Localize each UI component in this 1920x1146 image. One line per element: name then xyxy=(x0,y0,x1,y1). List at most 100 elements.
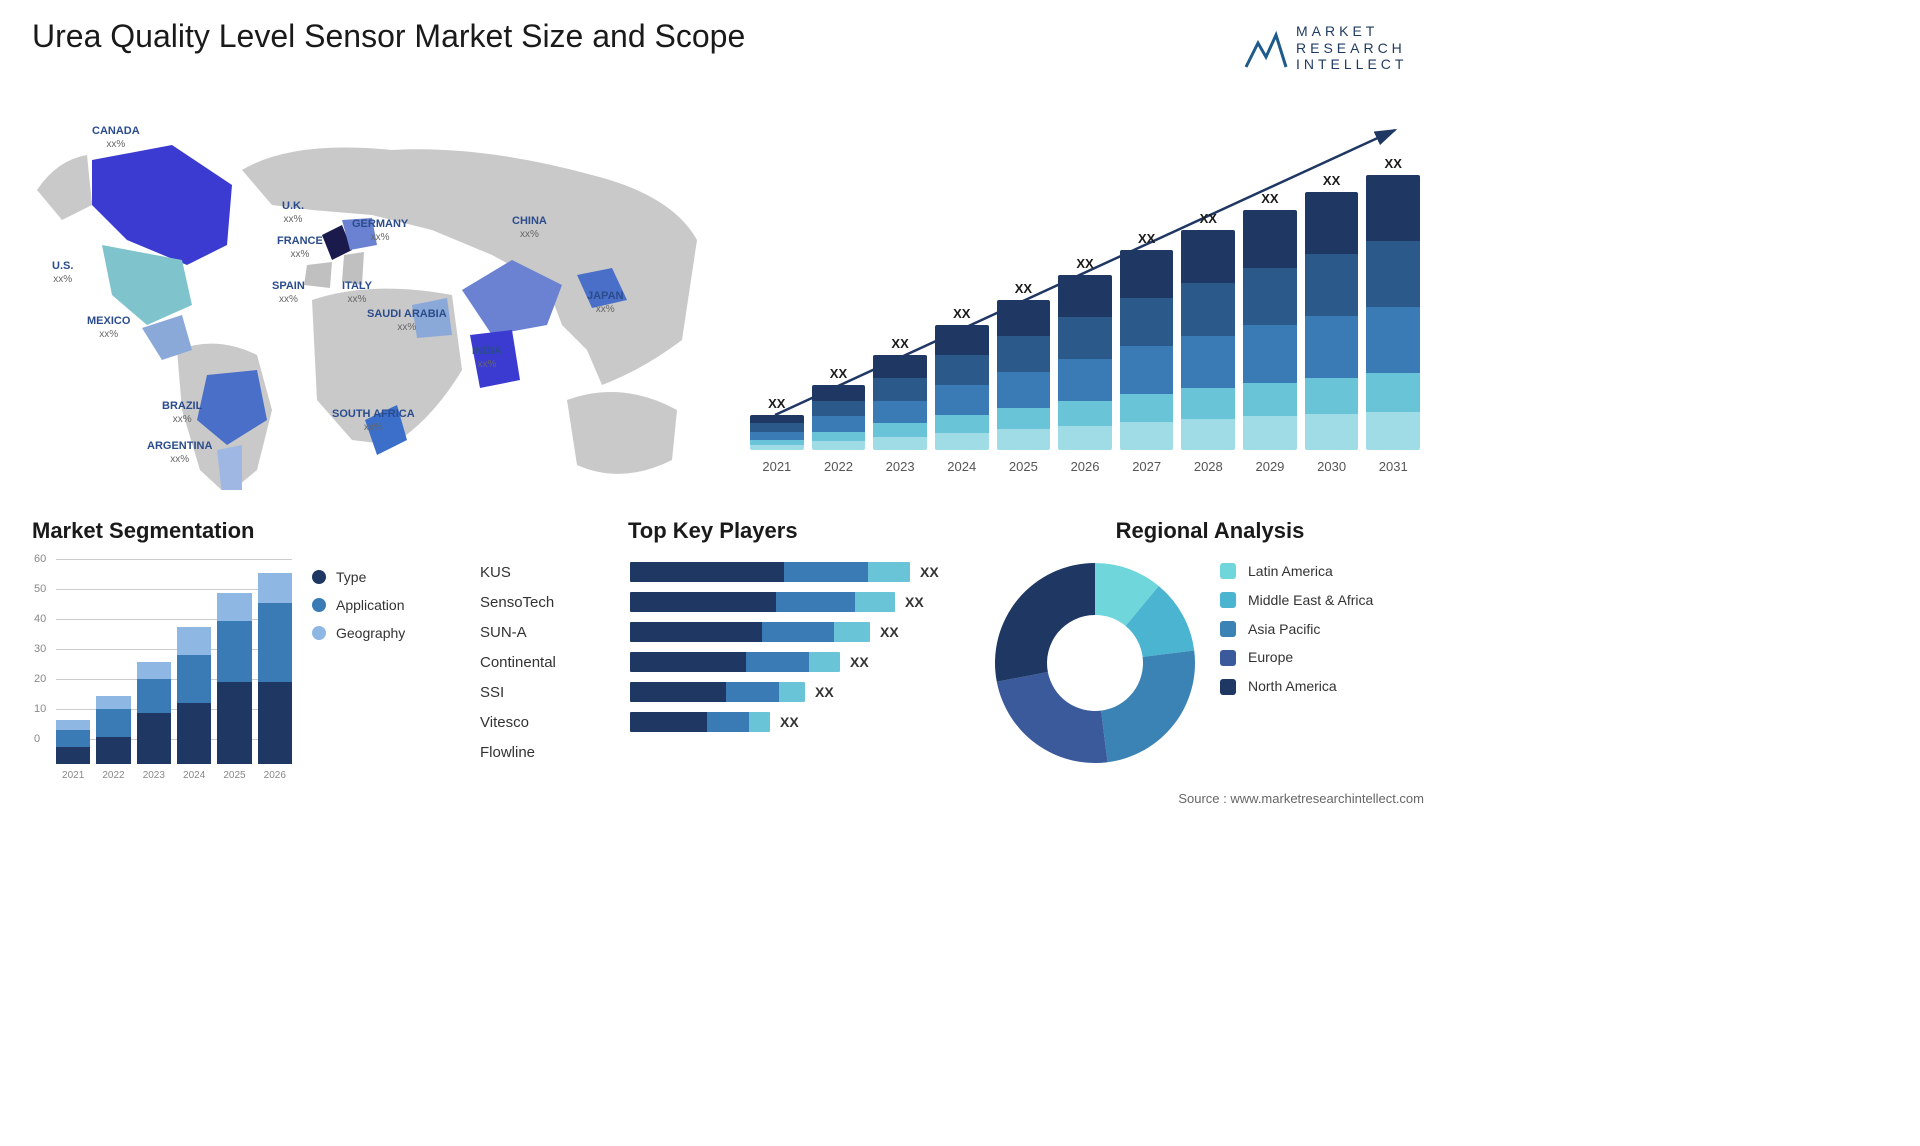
player-name: Flowline xyxy=(480,738,610,768)
seg-year-label: 2026 xyxy=(258,770,292,781)
legend-label: North America xyxy=(1248,678,1337,695)
market-segmentation-section: Market Segmentation 0102030405060 202120… xyxy=(32,518,462,784)
map-label: SPAINxx% xyxy=(272,280,305,306)
player-bar-row: XX xyxy=(630,622,960,642)
growth-bar-chart: XXXXXXXXXXXXXXXXXXXXXX 20212022202320242… xyxy=(750,110,1420,480)
seg-bar xyxy=(177,559,211,764)
growth-bar: XX xyxy=(1243,150,1297,450)
player-name: SUN-A xyxy=(480,618,610,648)
legend-label: Type xyxy=(336,569,366,585)
regional-title: Regional Analysis xyxy=(990,518,1430,544)
seg-y-tick: 10 xyxy=(34,703,46,715)
map-label: BRAZILxx% xyxy=(162,400,202,426)
player-bar-row: XX xyxy=(630,562,960,582)
growth-bar-value: XX xyxy=(830,366,847,381)
donut-slice xyxy=(1101,650,1195,762)
map-label: ARGENTINAxx% xyxy=(147,440,212,466)
donut-legend-item: North America xyxy=(1220,678,1373,695)
legend-dot xyxy=(312,598,326,612)
donut-legend-item: Europe xyxy=(1220,649,1373,666)
growth-bar-value: XX xyxy=(1076,256,1093,271)
legend-label: Asia Pacific xyxy=(1248,621,1320,638)
player-bar-value: XX xyxy=(850,654,869,670)
seg-year-label: 2021 xyxy=(56,770,90,781)
growth-bar: XX xyxy=(1120,150,1174,450)
player-name: SensoTech xyxy=(480,588,610,618)
legend-swatch xyxy=(1220,563,1236,579)
seg-bar xyxy=(137,559,171,764)
growth-year-label: 2024 xyxy=(935,459,989,474)
growth-year-label: 2021 xyxy=(750,459,804,474)
growth-bar-value: XX xyxy=(1385,156,1402,171)
player-bar-value: XX xyxy=(815,684,834,700)
map-label: ITALYxx% xyxy=(342,280,372,306)
players-title: Top Key Players xyxy=(628,518,970,544)
brand-logo: MARKET RESEARCH INTELLECT xyxy=(1244,18,1424,78)
growth-year-label: 2026 xyxy=(1058,459,1112,474)
player-bar-row: XX xyxy=(630,592,960,612)
donut-slice xyxy=(995,563,1095,682)
legend-label: Middle East & Africa xyxy=(1248,592,1373,609)
segmentation-legend: Type Application Geography xyxy=(312,569,405,653)
players-name-list: KUSSensoTechSUN-AContinentalSSIVitescoFl… xyxy=(480,558,610,768)
growth-bar-value: XX xyxy=(1200,211,1217,226)
player-bar-value: XX xyxy=(920,564,939,580)
regional-analysis-section: Regional Analysis Latin AmericaMiddle Ea… xyxy=(990,518,1430,554)
seg-year-label: 2024 xyxy=(177,770,211,781)
growth-bar: XX xyxy=(750,150,804,450)
page-title: Urea Quality Level Sensor Market Size an… xyxy=(32,18,745,55)
seg-legend-item: Application xyxy=(312,597,405,613)
seg-y-tick: 50 xyxy=(34,583,46,595)
player-name: Vitesco xyxy=(480,708,610,738)
key-players-section: Top Key Players KUSSensoTechSUN-AContine… xyxy=(480,518,970,554)
map-label: FRANCExx% xyxy=(277,235,323,261)
growth-bar: XX xyxy=(1366,150,1420,450)
growth-bar: XX xyxy=(812,150,866,450)
seg-year-label: 2023 xyxy=(137,770,171,781)
legend-swatch xyxy=(1220,650,1236,666)
world-map: CANADAxx%U.S.xx%MEXICOxx%BRAZILxx%ARGENT… xyxy=(32,90,712,490)
map-label: SOUTH AFRICAxx% xyxy=(332,408,415,434)
player-name: KUS xyxy=(480,558,610,588)
map-label: JAPANxx% xyxy=(587,290,623,316)
legend-dot xyxy=(312,626,326,640)
legend-swatch xyxy=(1220,679,1236,695)
growth-year-label: 2028 xyxy=(1181,459,1235,474)
growth-year-label: 2030 xyxy=(1305,459,1359,474)
map-label: CHINAxx% xyxy=(512,215,547,241)
donut-legend-item: Latin America xyxy=(1220,563,1373,580)
growth-year-label: 2027 xyxy=(1120,459,1174,474)
legend-label: Geography xyxy=(336,625,405,641)
growth-bar-value: XX xyxy=(953,306,970,321)
player-bar-row: XX xyxy=(630,712,960,732)
player-name: SSI xyxy=(480,678,610,708)
legend-swatch xyxy=(1220,592,1236,608)
map-label: GERMANYxx% xyxy=(352,218,408,244)
map-label: CANADAxx% xyxy=(92,125,140,151)
logo-icon xyxy=(1244,23,1288,73)
map-label: SAUDI ARABIAxx% xyxy=(367,308,447,334)
map-label: INDIAxx% xyxy=(472,345,502,371)
growth-bar-value: XX xyxy=(768,396,785,411)
map-country xyxy=(304,262,332,288)
legend-label: Europe xyxy=(1248,649,1293,666)
seg-year-label: 2025 xyxy=(217,770,251,781)
regional-legend: Latin America Middle East & Africa Asia Pa… xyxy=(1220,563,1373,707)
seg-legend-item: Type xyxy=(312,569,405,585)
seg-y-tick: 30 xyxy=(34,643,46,655)
segmentation-title: Market Segmentation xyxy=(32,518,462,544)
donut-legend-item: Middle East & Africa xyxy=(1220,592,1373,609)
player-bar-value: XX xyxy=(905,594,924,610)
regional-donut-chart xyxy=(990,558,1200,768)
seg-bar xyxy=(258,559,292,764)
map-country xyxy=(92,145,232,265)
seg-y-tick: 0 xyxy=(34,733,40,745)
growth-bar-value: XX xyxy=(1138,231,1155,246)
seg-bar xyxy=(217,559,251,764)
legend-swatch xyxy=(1220,621,1236,637)
legend-label: Latin America xyxy=(1248,563,1333,580)
seg-year-label: 2022 xyxy=(96,770,130,781)
growth-bar-value: XX xyxy=(1323,173,1340,188)
player-bar-value: XX xyxy=(880,624,899,640)
map-label: U.K.xx% xyxy=(282,200,304,226)
